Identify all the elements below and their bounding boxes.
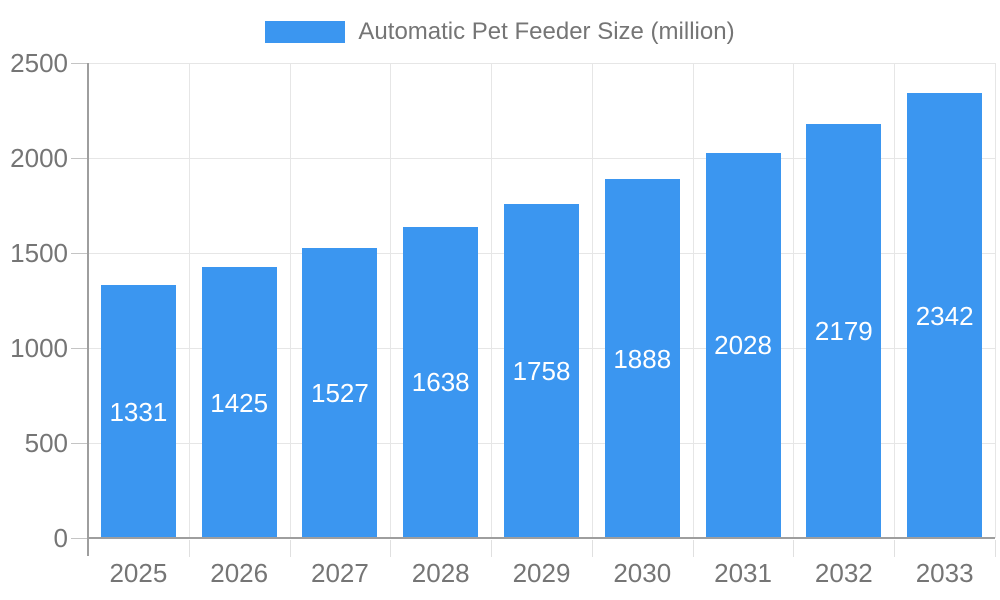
legend-swatch xyxy=(265,21,346,43)
y-axis-tick-label: 2500 xyxy=(10,48,68,78)
x-axis-tick-label: 2028 xyxy=(411,558,470,588)
x-axis-tick-label: 2026 xyxy=(210,558,269,588)
y-axis-tick xyxy=(71,158,88,159)
bar-2025[interactable] xyxy=(100,285,176,538)
bar-2028[interactable] xyxy=(403,226,479,538)
v-gridline xyxy=(894,63,896,538)
bar-value-label: 1638 xyxy=(411,367,470,398)
v-gridline xyxy=(390,63,392,538)
y-axis-tick-label: 1500 xyxy=(10,238,68,268)
x-axis-tick xyxy=(591,540,593,557)
v-gridline xyxy=(692,63,694,538)
x-axis-tick xyxy=(894,540,896,557)
bar-value-label: 2179 xyxy=(814,315,873,346)
bar-2027[interactable] xyxy=(302,247,378,538)
x-axis-tick xyxy=(692,540,694,557)
v-gridline xyxy=(591,63,593,538)
v-gridline xyxy=(491,63,493,538)
x-axis-tick xyxy=(390,540,392,557)
x-axis-tick-label: 2032 xyxy=(814,558,873,588)
x-axis-tick-label: 2025 xyxy=(109,558,168,588)
bar-value-label: 1527 xyxy=(311,377,369,408)
x-axis-tick xyxy=(491,540,493,557)
x-axis-tick-label: 2033 xyxy=(915,558,974,588)
bar-2029[interactable] xyxy=(504,203,579,538)
h-gridline xyxy=(88,158,995,159)
v-gridline xyxy=(188,63,190,538)
x-axis-tick-label: 2031 xyxy=(714,558,772,588)
y-axis-tick xyxy=(71,63,88,64)
plot-area: 1331 1425 1527 1638 1758 1888 2028 2179 2342 xyxy=(88,63,996,538)
y-axis-line xyxy=(87,63,89,556)
x-axis-tick xyxy=(289,540,291,557)
bar-2031[interactable] xyxy=(705,152,781,538)
v-gridline xyxy=(289,63,291,538)
bar-value-label: 1425 xyxy=(210,387,269,418)
legend-label: Automatic Pet Feeder Size (million) xyxy=(358,18,735,45)
bar-2026[interactable] xyxy=(201,267,277,538)
bar-value-label: 1758 xyxy=(512,355,571,386)
x-axis-tick-label: 2029 xyxy=(512,558,571,588)
bar-2032[interactable] xyxy=(806,123,882,538)
legend: Automatic Pet Feeder Size (million) xyxy=(0,18,1000,46)
x-axis-line xyxy=(87,537,995,539)
v-gridline xyxy=(995,63,996,538)
y-axis-tick-label: 0 xyxy=(53,523,68,553)
bar-value-label: 1331 xyxy=(109,396,168,427)
bar-2030[interactable] xyxy=(604,179,680,538)
y-axis-tick xyxy=(71,443,88,444)
y-axis-tick xyxy=(71,348,88,349)
bar-value-label: 2028 xyxy=(714,330,772,361)
bar-2033[interactable] xyxy=(907,93,983,538)
y-axis-tick-label: 1000 xyxy=(10,333,68,363)
v-gridline xyxy=(793,63,795,538)
y-axis-tick-label: 2000 xyxy=(10,143,68,173)
x-axis-tick-label: 2027 xyxy=(311,558,369,588)
x-axis-tick xyxy=(793,540,795,557)
h-gridline xyxy=(88,63,995,64)
x-axis-tick xyxy=(995,540,996,557)
y-axis-tick-label: 500 xyxy=(24,428,68,458)
bar-value-label: 2342 xyxy=(915,300,974,331)
x-axis-tick xyxy=(188,540,190,557)
y-axis-tick xyxy=(71,253,88,254)
x-axis-tick-label: 2030 xyxy=(613,558,672,588)
bar-value-label: 1888 xyxy=(613,343,672,374)
y-axis-tick xyxy=(71,538,88,539)
